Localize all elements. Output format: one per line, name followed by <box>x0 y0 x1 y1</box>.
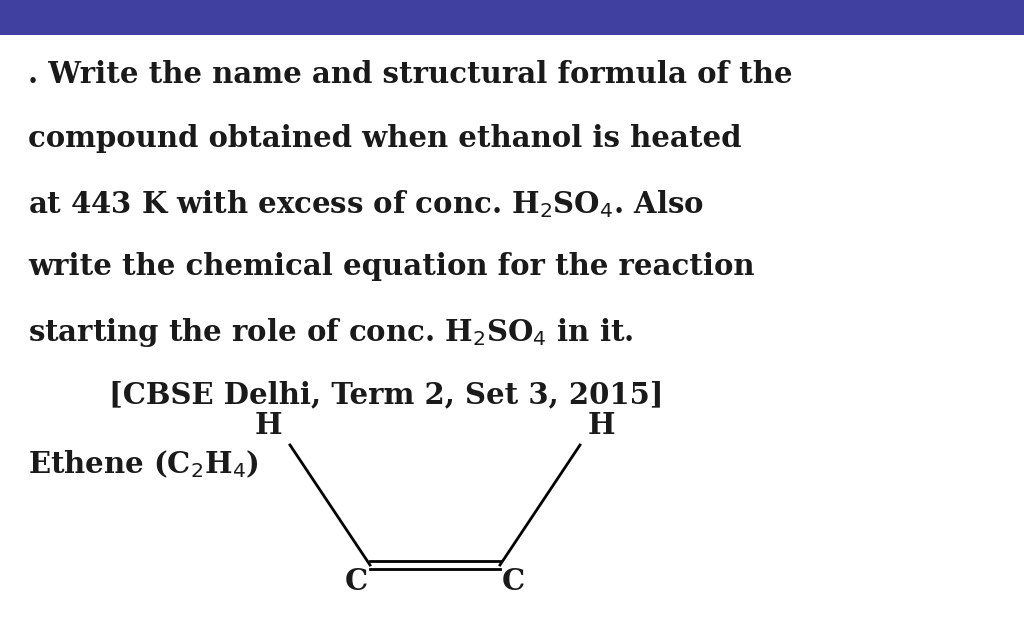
Text: C: C <box>502 567 525 596</box>
Text: [CBSE Delhi, Term 2, Set 3, 2015]: [CBSE Delhi, Term 2, Set 3, 2015] <box>28 380 664 409</box>
Bar <box>0 0 1024 35</box>
Text: at 443 K with excess of conc. H$_2$SO$_4$. Also: at 443 K with excess of conc. H$_2$SO$_4… <box>28 188 703 220</box>
Text: H: H <box>588 411 615 440</box>
Text: Ethene (C$_2$H$_4$): Ethene (C$_2$H$_4$) <box>28 448 259 479</box>
Text: . Write the name and structural formula of the: . Write the name and structural formula … <box>28 60 793 89</box>
Text: starting the role of conc. H$_2$SO$_4$ in it.: starting the role of conc. H$_2$SO$_4$ i… <box>28 316 633 349</box>
Text: H: H <box>255 411 282 440</box>
Text: C: C <box>345 567 368 596</box>
Text: write the chemical equation for the reaction: write the chemical equation for the reac… <box>28 252 755 281</box>
Text: compound obtained when ethanol is heated: compound obtained when ethanol is heated <box>28 124 741 153</box>
